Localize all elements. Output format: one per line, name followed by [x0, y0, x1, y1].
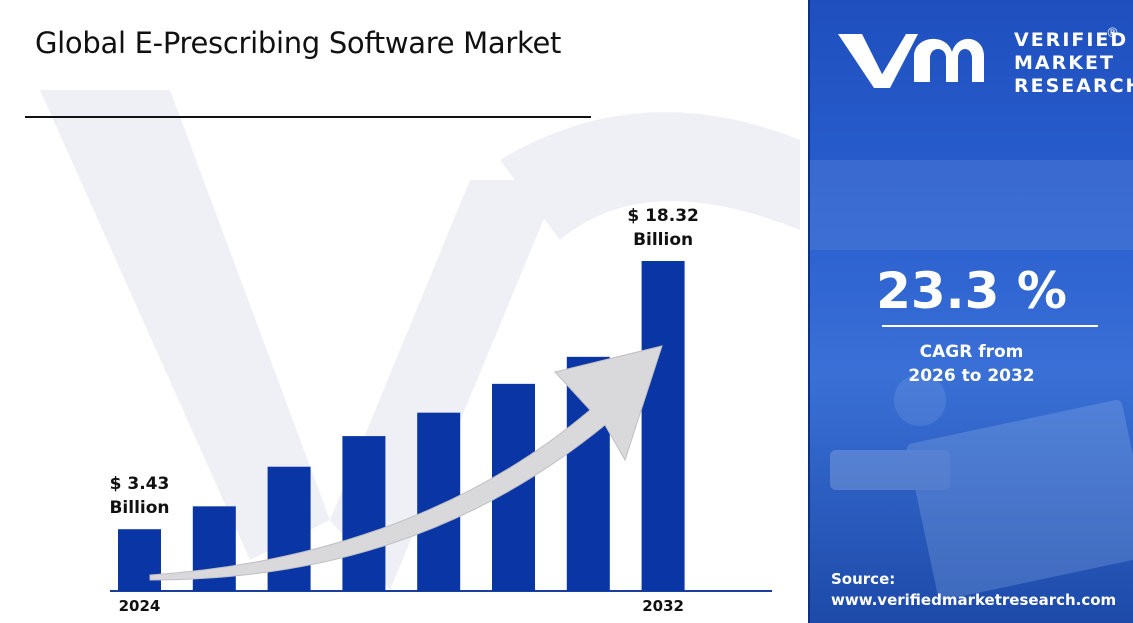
bar-0	[118, 529, 161, 591]
bar-chart: 2024 2032 $ 3.43 Billion $ 18.32 Billion	[109, 206, 772, 615]
brand-logo: VERIFIED MARKET RESEARCH	[834, 26, 1133, 96]
bar-7	[641, 261, 685, 591]
registered-mark: ®	[1106, 26, 1119, 41]
cagr-panel: VERIFIED MARKET RESEARCH ® 23.3 % CAGR f…	[810, 0, 1133, 623]
data-label-0-line1: $ 3.43	[110, 474, 170, 494]
bar-2	[267, 466, 311, 591]
bar-3	[342, 436, 386, 591]
cagr-label-line1: CAGR from	[919, 342, 1024, 362]
cagr-label-line2: 2026 to 2032	[908, 366, 1035, 386]
x-tick-label-2032: 2032	[642, 597, 684, 615]
brand-word-verified: VERIFIED	[1014, 29, 1129, 51]
chart-title: Global E-Prescribing Software Market	[35, 26, 562, 60]
panel-texture	[810, 160, 1133, 601]
cagr-divider	[882, 325, 1098, 327]
cagr-value: 23.3 %	[876, 262, 1067, 320]
watermark-logo	[40, 90, 800, 590]
panel-divider	[808, 0, 811, 623]
data-label-7-line1: $ 18.32	[627, 206, 699, 226]
data-label-0-line2: Billion	[109, 498, 169, 518]
chart-panel: Global E-Prescribing Software Market 202…	[25, 26, 800, 615]
vmr-logo-icon	[838, 34, 984, 88]
brand-word-research: RESEARCH	[1014, 75, 1133, 97]
source-label: Source:	[831, 570, 896, 588]
growth-arrow	[149, 345, 663, 581]
title-underline	[25, 116, 591, 118]
x-tick-label-2024: 2024	[119, 597, 161, 615]
brand-word-market: MARKET	[1014, 52, 1115, 74]
source-url: www.verifiedmarketresearch.com	[831, 591, 1117, 609]
data-label-7-line2: Billion	[633, 230, 693, 250]
